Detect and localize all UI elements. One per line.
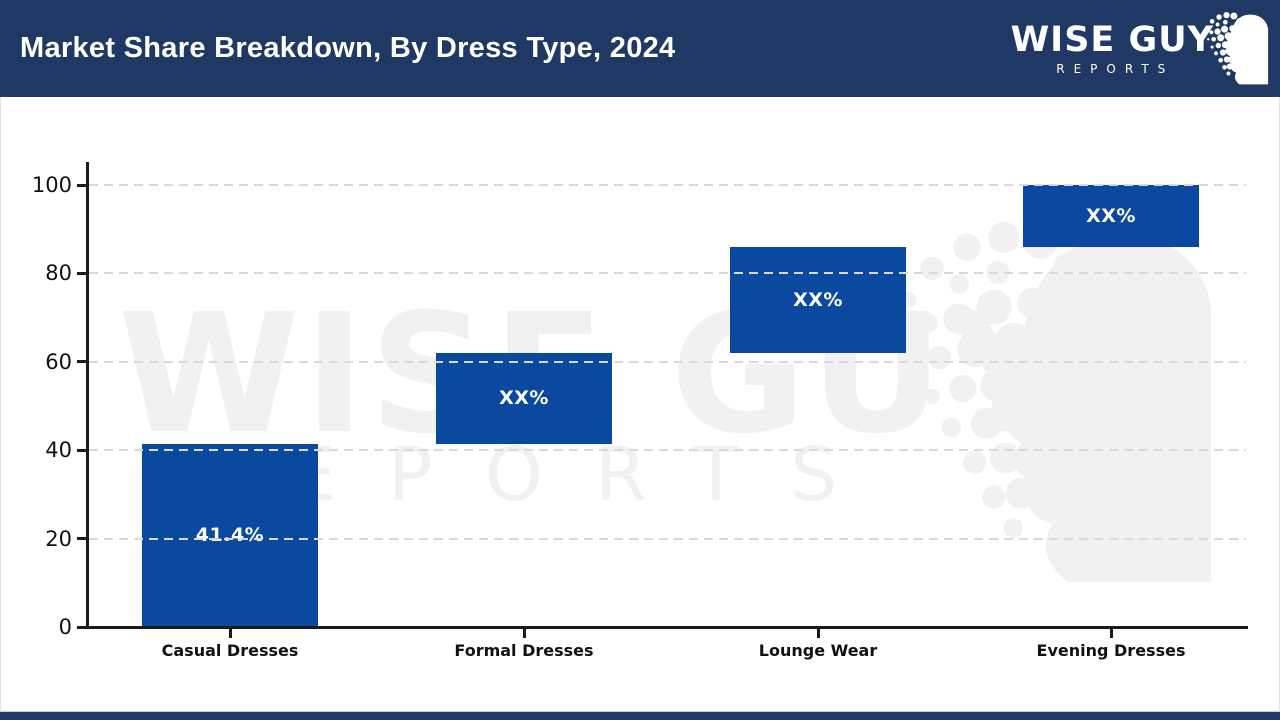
- bar-value-label-casual-dresses: 41.4%: [195, 524, 265, 547]
- y-tick-label-100: 100: [31, 173, 72, 197]
- x-axis-spine: [86, 626, 1248, 629]
- x-tick-label-lounge-wear: Lounge Wear: [758, 641, 878, 660]
- y-tick-mark-0: [77, 625, 87, 629]
- y-tick-mark-20: [77, 537, 87, 541]
- brand-logo-line2: REPORTS: [1056, 61, 1175, 76]
- bar-formal-dresses: XX%: [436, 352, 612, 444]
- y-tick-label-0: 0: [58, 615, 72, 639]
- x-tick-mark-lounge-wear: [816, 629, 820, 638]
- header: Market Share Breakdown, By Dress Type, 2…: [0, 0, 1280, 97]
- bar-value-label-lounge-wear: XX%: [793, 288, 843, 311]
- bar-casual-dresses: 41.4%: [142, 444, 318, 627]
- x-tick-label-formal-dresses: Formal Dresses: [454, 641, 594, 660]
- brand-face-icon: [1205, 12, 1269, 85]
- x-tick-mark-evening-dresses: [1109, 629, 1113, 638]
- y-tick-mark-40: [77, 448, 87, 452]
- bar-value-label-formal-dresses: XX%: [499, 387, 549, 410]
- gridline-20: [89, 537, 1246, 540]
- gridline-100: [89, 184, 1246, 186]
- bar-value-label-evening-dresses: XX%: [1086, 204, 1136, 227]
- x-tick-label-casual-dresses: Casual Dresses: [161, 641, 299, 660]
- gridline-80: [89, 272, 1246, 275]
- bar-evening-dresses: XX%: [1023, 185, 1199, 247]
- y-tick-mark-80: [77, 271, 87, 275]
- y-axis-spine: [86, 162, 89, 629]
- brand-logo-text: WISE GUY REPORTS: [1010, 19, 1214, 76]
- y-tick-mark-100: [77, 183, 87, 187]
- y-tick-label-40: 40: [45, 438, 72, 463]
- y-tick-mark-60: [77, 360, 87, 364]
- gridline-40: [89, 449, 1246, 452]
- x-tick-label-evening-dresses: Evening Dresses: [1036, 641, 1186, 660]
- y-tick-label-20: 20: [45, 526, 72, 551]
- y-tick-label-60: 60: [45, 349, 72, 374]
- brand-logo-line1: WISE GUY: [1010, 19, 1214, 60]
- x-tick-mark-formal-dresses: [522, 629, 526, 638]
- footer-brand-strip: [0, 712, 1280, 720]
- page-title: Market Share Breakdown, By Dress Type, 2…: [20, 32, 676, 64]
- brand-logo: WISE GUY REPORTS: [1011, 6, 1272, 92]
- y-tick-label-80: 80: [45, 261, 72, 286]
- gridline-60: [89, 360, 1246, 363]
- x-tick-mark-casual-dresses: [228, 629, 232, 638]
- bar-lounge-wear: XX%: [730, 246, 906, 353]
